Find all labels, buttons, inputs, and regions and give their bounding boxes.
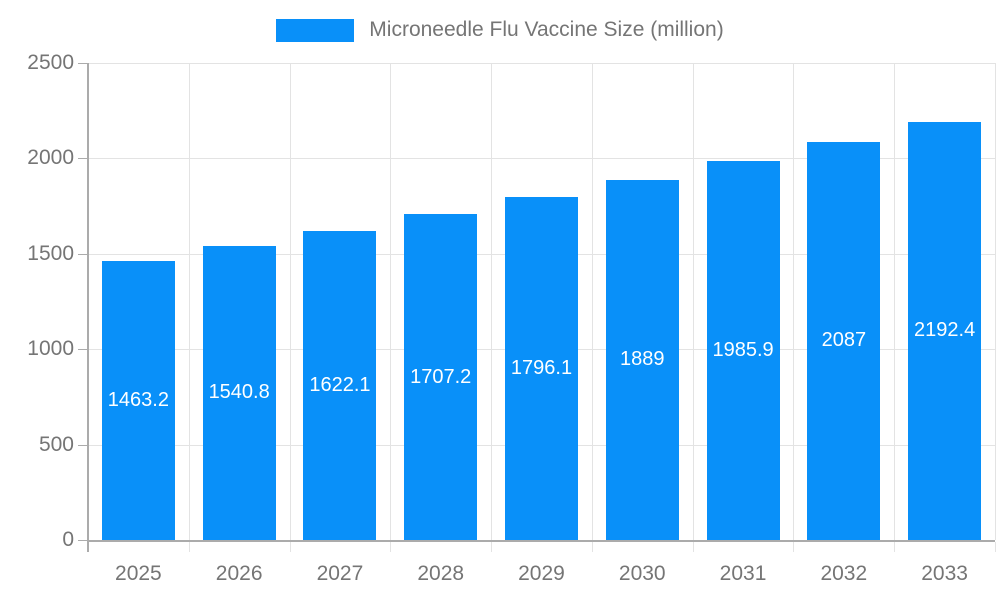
bar-value-label: 1622.1	[309, 373, 371, 396]
bar[interactable]: 1540.8	[202, 246, 276, 540]
bar[interactable]: 1889	[605, 179, 679, 540]
bar[interactable]: 1707.2	[404, 214, 478, 540]
y-axis-tick-label: 0	[62, 528, 74, 551]
y-axis-tick	[78, 349, 88, 351]
gridline-vertical	[491, 63, 493, 540]
gridline-vertical	[995, 63, 996, 540]
y-axis-tick	[78, 444, 88, 446]
bar-value-label: 1796.1	[510, 357, 573, 380]
bar[interactable]: 2087	[807, 141, 881, 540]
bar[interactable]: 1796.1	[505, 197, 578, 540]
bar-value-label: 1889	[620, 348, 665, 371]
gridline-vertical	[188, 63, 190, 540]
gridline-vertical	[591, 63, 593, 540]
x-axis-tick	[591, 542, 593, 552]
bar-value-label: 2087	[821, 329, 867, 352]
y-axis-tick-label: 1000	[27, 337, 74, 361]
x-axis-line	[88, 540, 995, 542]
bar[interactable]: 1463.2	[101, 260, 175, 540]
gridline-vertical	[289, 63, 291, 540]
y-axis-tick	[78, 253, 88, 255]
bar-value-label: 1463.2	[107, 388, 169, 411]
x-axis-tick-label: 2031	[719, 562, 767, 585]
gridline-horizontal	[88, 158, 995, 160]
x-axis-tick-label: 2030	[618, 562, 666, 585]
y-axis-tick-label: 2000	[27, 146, 74, 170]
gridline-vertical	[894, 63, 896, 540]
x-axis-tick	[188, 542, 190, 552]
bar[interactable]: 1622.1	[303, 230, 377, 540]
x-axis-tick-label: 2033	[921, 562, 968, 585]
y-axis-tick	[78, 540, 88, 541]
x-axis-tick-label: 2028	[417, 562, 465, 585]
x-axis-tick-label: 2029	[518, 562, 565, 585]
y-axis-line	[87, 63, 89, 552]
y-axis-tick-label: 1500	[27, 241, 74, 265]
y-axis-tick	[78, 158, 88, 160]
x-axis-tick-label: 2027	[316, 562, 364, 585]
x-axis-tick	[289, 542, 291, 552]
bar[interactable]: 1985.9	[706, 161, 780, 540]
x-axis-tick	[491, 542, 493, 552]
gridline-horizontal	[88, 63, 995, 64]
gridline-vertical	[793, 63, 795, 540]
bar-value-label: 1707.2	[410, 365, 472, 388]
gridline-vertical	[390, 63, 392, 540]
legend-swatch	[276, 18, 355, 42]
bar-value-label: 2192.4	[914, 319, 976, 342]
bar-value-label: 1985.9	[712, 339, 774, 362]
legend-label: Microneedle Flu Vaccine Size (million)	[369, 18, 724, 41]
x-axis-tick	[390, 542, 392, 552]
bar-value-label: 1540.8	[208, 381, 270, 404]
x-axis-tick	[894, 542, 896, 552]
x-axis-tick-label: 2026	[215, 562, 263, 585]
x-axis-tick	[793, 542, 795, 552]
x-axis-tick-label: 2025	[115, 562, 162, 585]
bar[interactable]: 2192.4	[908, 121, 982, 540]
gridline-vertical	[692, 63, 694, 540]
y-axis-tick	[78, 63, 88, 64]
legend[interactable]: Microneedle Flu Vaccine Size (million)	[0, 18, 1000, 42]
x-axis-tick	[692, 542, 694, 552]
x-axis-tick	[995, 542, 996, 552]
y-axis-tick-label: 2500	[27, 51, 74, 74]
y-axis-tick-label: 500	[38, 432, 74, 456]
x-axis-tick-label: 2032	[820, 562, 868, 585]
